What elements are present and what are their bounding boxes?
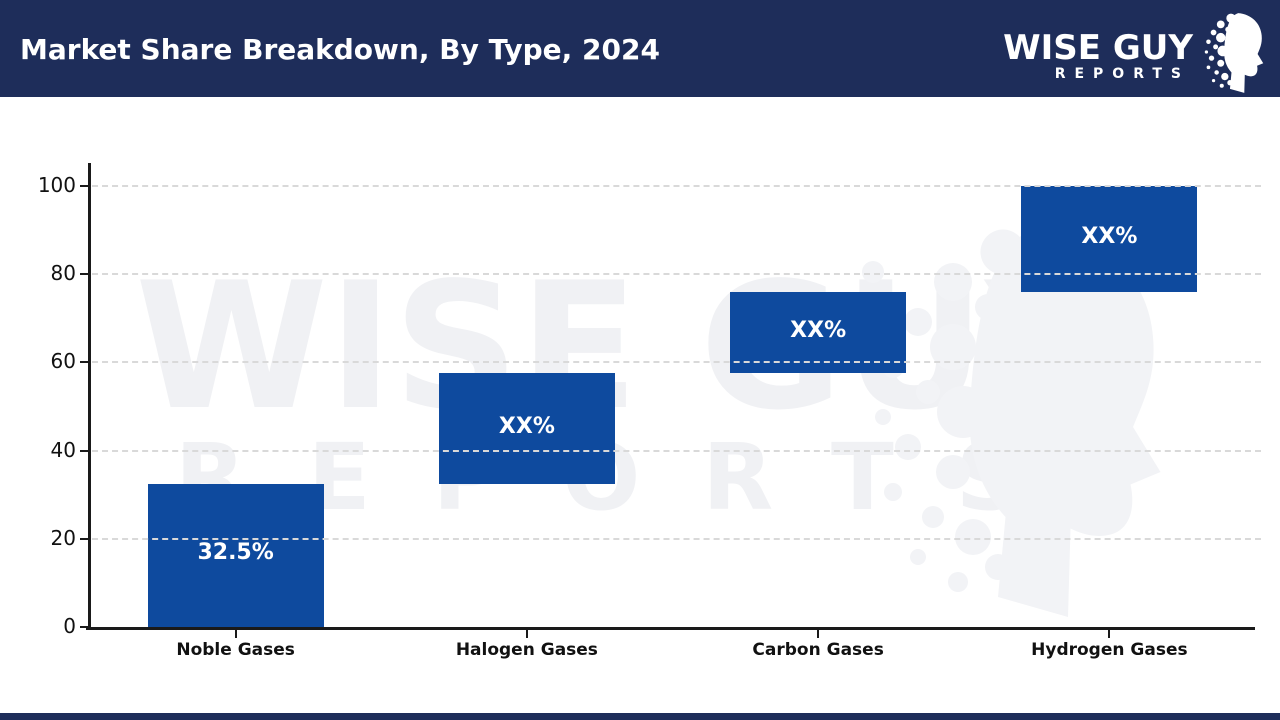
bar-value-label-halogen-gases: XX% bbox=[498, 413, 555, 439]
gridline-60 bbox=[92, 361, 1261, 364]
brand-logo: WISE GUY REPORTS bbox=[1003, 6, 1268, 93]
x-tick-mark-2 bbox=[817, 629, 820, 638]
y-tick-label-40: 40 bbox=[50, 437, 76, 462]
bar-halogen-gases bbox=[438, 373, 615, 484]
y-tick-label-80: 80 bbox=[50, 261, 76, 286]
bar-noble-gases bbox=[147, 483, 324, 627]
brand-head-icon bbox=[1204, 13, 1264, 93]
bar-value-label-hydrogen-gases: XX% bbox=[1081, 223, 1138, 249]
x-tick-mark-1 bbox=[525, 629, 528, 638]
watermark-head-icon bbox=[850, 227, 1161, 617]
x-category-label-halogen-gases: Halogen Gases bbox=[455, 640, 598, 660]
y-tick-mark-100 bbox=[80, 185, 89, 187]
header-band: Market Share Breakdown, By Type, 2024 WI… bbox=[0, 0, 1280, 97]
x-category-label-carbon-gases: Carbon Gases bbox=[752, 640, 884, 660]
bar-value-label-carbon-gases: XX% bbox=[790, 317, 847, 343]
gridline-20 bbox=[92, 537, 1261, 540]
x-tick-mark-0 bbox=[234, 629, 237, 638]
y-tick-label-0: 0 bbox=[63, 614, 76, 638]
bar-carbon-gases bbox=[730, 291, 907, 374]
y-tick-mark-0 bbox=[80, 626, 89, 628]
y-tick-mark-20 bbox=[80, 537, 89, 540]
gridline-80 bbox=[92, 273, 1261, 276]
x-axis-line bbox=[86, 627, 1255, 630]
chart-title: Market Share Breakdown, By Type, 2024 bbox=[20, 33, 660, 66]
y-tick-mark-80 bbox=[80, 273, 89, 276]
y-tick-label-100: 100 bbox=[37, 173, 76, 197]
y-tick-mark-40 bbox=[80, 449, 89, 452]
y-tick-label-20: 20 bbox=[50, 525, 76, 550]
y-tick-label-60: 60 bbox=[50, 349, 76, 374]
bar-value-label-noble-gases: 32.5% bbox=[197, 540, 274, 566]
gridline-40 bbox=[92, 449, 1261, 452]
brand-logo-subtitle: REPORTS bbox=[1054, 66, 1190, 82]
brand-logo-name: WISE GUY bbox=[1003, 28, 1193, 68]
footer-band bbox=[0, 713, 1280, 720]
y-axis-line bbox=[88, 163, 91, 630]
x-category-label-hydrogen-gases: Hydrogen Gases bbox=[1031, 640, 1188, 660]
x-category-label-noble-gases: Noble Gases bbox=[176, 640, 295, 660]
y-tick-mark-60 bbox=[80, 361, 89, 364]
gridline-100 bbox=[92, 185, 1261, 187]
x-tick-mark-3 bbox=[1108, 629, 1111, 638]
